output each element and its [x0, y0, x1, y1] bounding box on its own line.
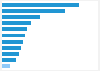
- Bar: [2, 34, 25, 37]
- Bar: [2, 58, 16, 62]
- Bar: [2, 21, 31, 25]
- Bar: [2, 3, 79, 7]
- Bar: [2, 46, 21, 50]
- Bar: [2, 40, 23, 44]
- Bar: [2, 15, 40, 19]
- Bar: [2, 9, 65, 13]
- Bar: [2, 52, 19, 56]
- Bar: [2, 27, 27, 31]
- Bar: [2, 64, 10, 68]
